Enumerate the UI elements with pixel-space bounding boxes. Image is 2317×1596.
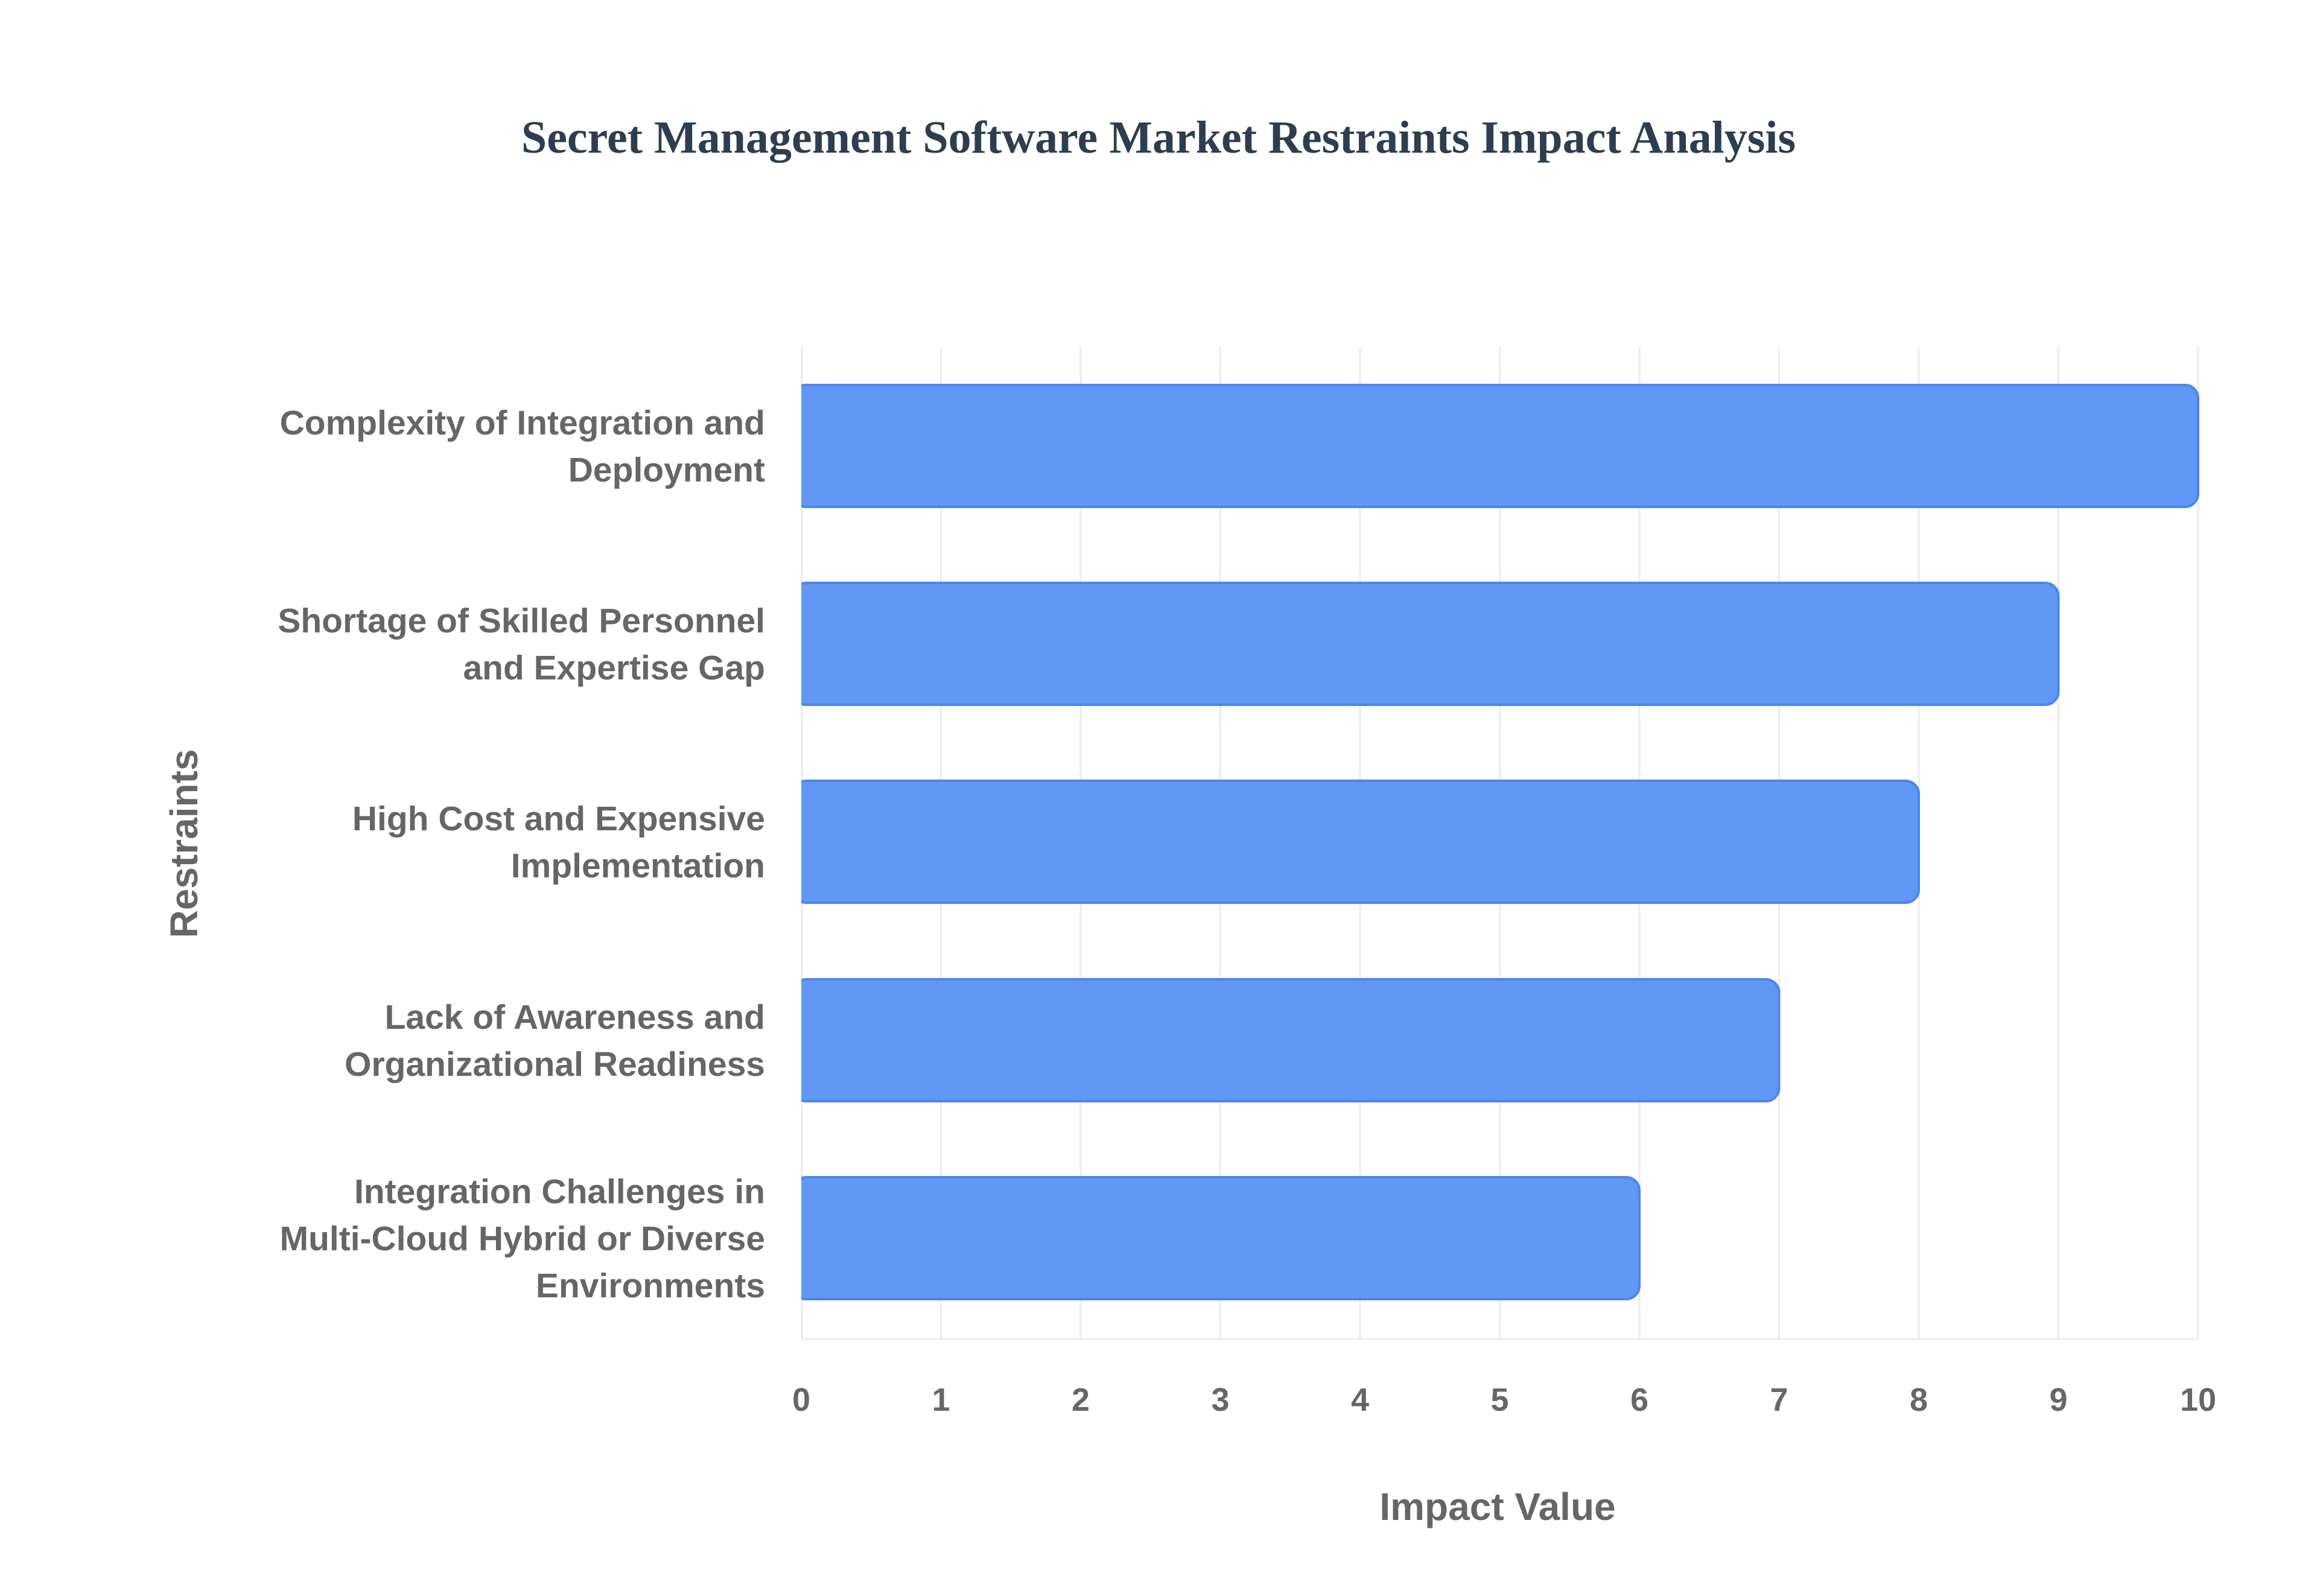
x-tick-label: 3 — [1211, 1382, 1229, 1418]
category-label: Complexity of Integration and Deployment — [280, 404, 765, 489]
x-tick-label: 10 — [2180, 1382, 2216, 1418]
chart-title: Secret Management Software Market Restra… — [521, 112, 1796, 163]
bar — [792, 582, 2060, 706]
category-labels: Complexity of Integration and Deployment S… — [278, 404, 765, 1305]
x-tick-label: 6 — [1630, 1382, 1648, 1418]
x-tick-label: 5 — [1490, 1382, 1508, 1418]
bars — [783, 347, 2199, 1339]
x-tick-label: 0 — [792, 1382, 810, 1418]
x-tick-label: 9 — [2049, 1382, 2067, 1418]
x-tick-label: 2 — [1072, 1382, 1090, 1418]
x-tick-labels: 0 1 2 3 4 5 6 7 8 9 10 — [792, 1382, 2216, 1418]
category-label: Shortage of Skilled Personnel and Experti… — [278, 602, 765, 687]
bar — [792, 1176, 1641, 1300]
x-tick-label: 4 — [1351, 1382, 1369, 1418]
category-label: Lack of Awareness and Organizational Read… — [345, 998, 765, 1084]
bar — [792, 384, 2199, 508]
x-tick-label: 1 — [932, 1382, 950, 1418]
bar — [792, 978, 1781, 1102]
x-axis-title: Impact Value — [1379, 1485, 1615, 1528]
y-axis-title: Restraints — [162, 749, 206, 938]
category-label: High Cost and Expensive Implementation — [352, 800, 765, 885]
category-label: Integration Challenges in Multi-Cloud Hyb… — [280, 1172, 765, 1305]
bar — [792, 780, 1920, 904]
x-tick-label: 8 — [1910, 1382, 1928, 1418]
x-tick-label: 7 — [1770, 1382, 1788, 1418]
axis-mask — [783, 347, 801, 1339]
